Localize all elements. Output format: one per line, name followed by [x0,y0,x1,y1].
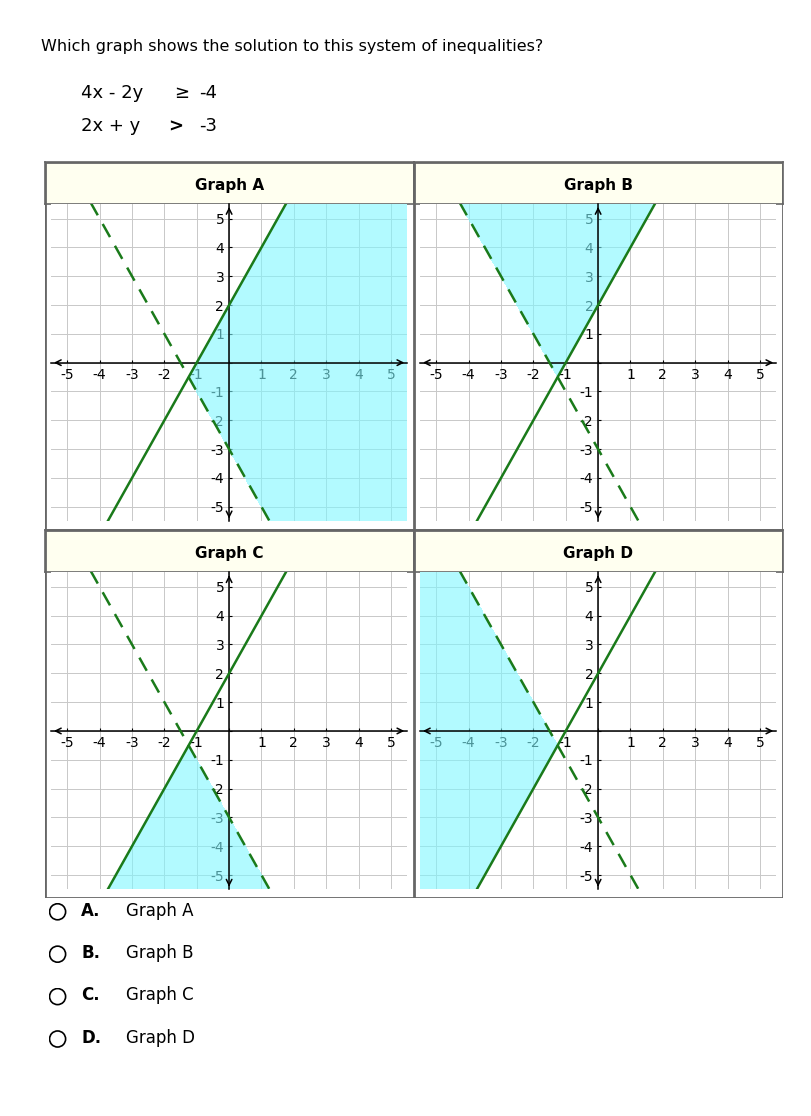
Text: D.: D. [81,1029,101,1047]
Text: Graph D: Graph D [126,1029,195,1047]
Text: C.: C. [81,987,100,1004]
Text: >: > [168,117,182,135]
Text: 4x - 2y: 4x - 2y [81,84,144,102]
Text: A.: A. [81,902,101,920]
Text: -4: -4 [199,84,217,102]
Text: Graph A: Graph A [195,177,264,193]
Text: Graph C: Graph C [126,987,193,1004]
Text: Graph A: Graph A [126,902,193,920]
Text: Graph C: Graph C [195,546,264,561]
Text: Which graph shows the solution to this system of inequalities?: Which graph shows the solution to this s… [41,39,543,54]
Text: Graph B: Graph B [126,944,193,962]
Text: B.: B. [81,944,100,962]
Text: 2x + y: 2x + y [81,117,140,135]
Text: -3: -3 [199,117,217,135]
Text: Graph D: Graph D [563,546,633,561]
Text: Graph B: Graph B [564,177,633,193]
Text: ≥: ≥ [174,84,190,102]
